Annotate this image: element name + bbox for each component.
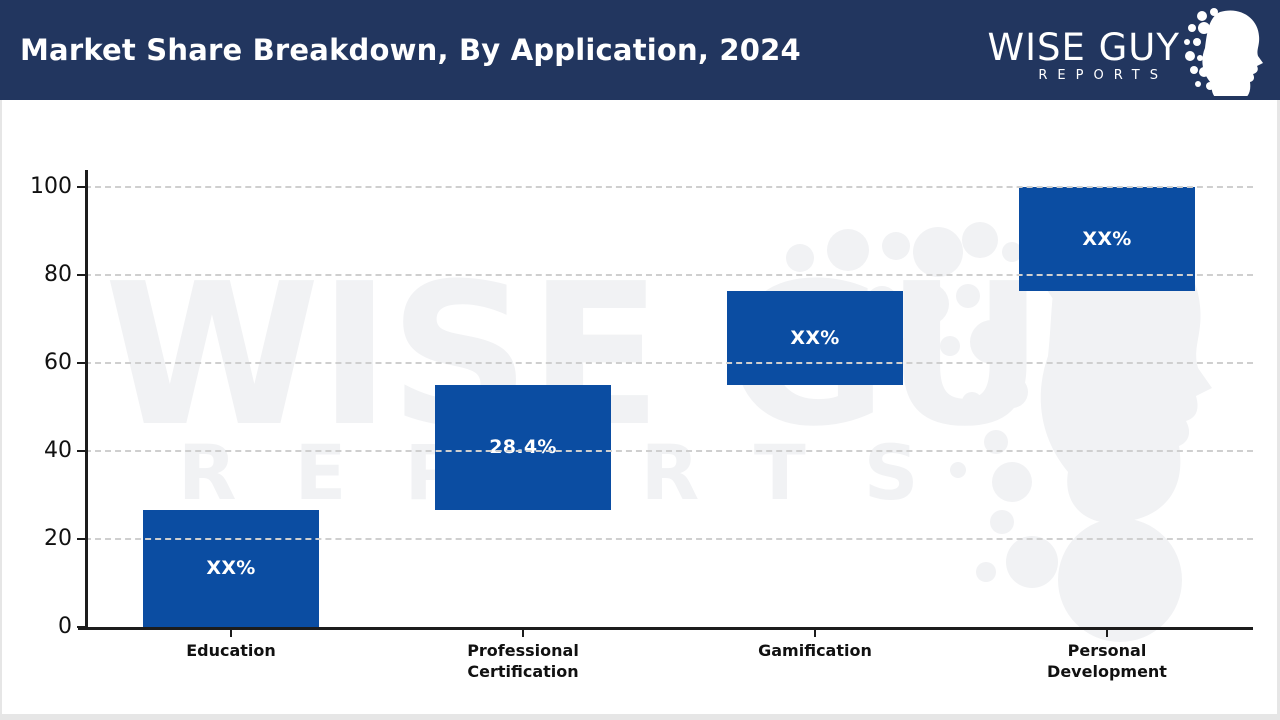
y-tick-mark-80: [77, 274, 85, 276]
x-axis: [78, 627, 1253, 630]
x-tick-label-gamification: Gamification: [758, 641, 872, 660]
bar-value-label-professional-certification: 28.4%: [489, 436, 557, 459]
x-tick-label-professional-certification: Professional Certification: [467, 641, 579, 681]
gridline-100: [85, 186, 1253, 188]
y-tick-mark-40: [77, 450, 85, 452]
y-tick-mark-100: [77, 186, 85, 188]
bar-value-label-education: XX%: [206, 557, 256, 580]
y-tick-label-80: 80: [44, 262, 72, 287]
y-tick-label-60: 60: [44, 350, 72, 375]
bar-professional-certification: 28.4%: [435, 385, 611, 510]
y-axis: [85, 170, 88, 630]
bar-value-label-gamification: XX%: [790, 326, 840, 349]
y-tick-mark-60: [77, 362, 85, 364]
bar-value-label-personal-development: XX%: [1082, 227, 1132, 250]
header-bar: Market Share Breakdown, By Application, …: [0, 0, 1280, 100]
y-tick-label-40: 40: [44, 438, 72, 463]
bar-education: XX%: [143, 509, 319, 627]
brand-subtitle: REPORTS: [1038, 68, 1168, 83]
x-tick-label-personal-development: Personal Development: [1047, 641, 1167, 681]
y-tick-label-0: 0: [58, 614, 72, 639]
brand-logo: WISE GUY REPORTS: [988, 0, 1268, 100]
x-tick-mark-professional-certification: [522, 630, 524, 637]
gridline-60: [85, 362, 1253, 364]
bar-gamification: XX%: [727, 290, 903, 385]
x-tick-mark-education: [230, 630, 232, 637]
y-tick-mark-20: [77, 538, 85, 540]
gridline-80: [85, 274, 1253, 276]
gridline-20: [85, 538, 1253, 540]
frame-edge-left: [0, 100, 2, 720]
x-tick-label-education: Education: [186, 641, 276, 660]
page-title: Market Share Breakdown, By Application, …: [20, 33, 801, 67]
frame-edge-right: [1277, 100, 1280, 720]
logo-face-icon: [1184, 8, 1263, 96]
y-tick-label-20: 20: [44, 526, 72, 551]
x-tick-mark-personal-development: [1106, 630, 1108, 637]
brand-name: WISE GUY: [987, 26, 1180, 69]
y-tick-label-100: 100: [30, 174, 72, 199]
gridline-40: [85, 450, 1253, 452]
frame-edge-bottom: [0, 714, 1280, 720]
x-tick-mark-gamification: [814, 630, 816, 637]
